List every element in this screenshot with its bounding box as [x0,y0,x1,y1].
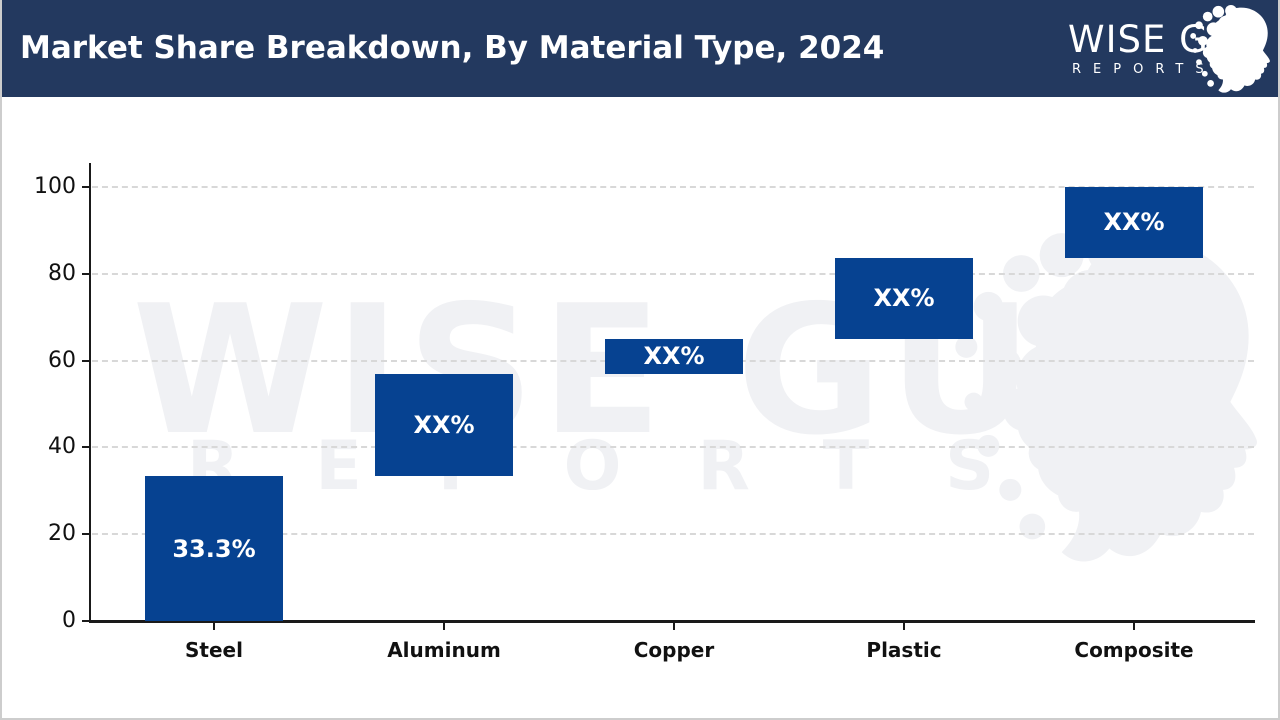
bar-value-label-composite: XX% [1103,208,1165,237]
bar-value-label-steel: 33.3% [172,534,256,563]
y-axis-line [89,163,91,623]
bar-plastic: XX% [835,257,973,339]
x-tick-label-plastic: Plastic [866,638,942,662]
gridline-20 [92,533,1254,536]
y-tick-label-100: 100 [34,174,76,199]
watermark-reports-text: REPORTS [187,427,1071,506]
gridline-40 [92,446,1254,449]
bar-value-label-copper: XX% [643,342,705,371]
page-title: Market Share Breakdown, By Material Type… [20,30,885,66]
y-tick-mark-40 [82,446,90,449]
x-tick-label-aluminum: Aluminum [387,638,501,662]
header-bar: Market Share Breakdown, By Material Type… [2,0,1278,97]
y-tick-mark-20 [82,533,90,536]
y-tick-label-40: 40 [48,434,76,460]
x-axis-line [89,620,1255,623]
x-tick-label-steel: Steel [185,638,243,662]
x-tick-mark-copper [673,622,675,630]
x-tick-mark-plastic [903,622,905,630]
bar-steel: 33.3% [145,476,283,621]
y-tick-label-60: 60 [48,347,76,373]
gridline-80 [92,272,1254,275]
x-tick-mark-steel [213,622,215,630]
x-tick-mark-aluminum [443,622,445,630]
y-tick-mark-0 [82,620,90,622]
bar-aluminum: XX% [375,374,513,477]
wise-guy-logo: WISE GUY REPORTS [1026,0,1276,97]
bar-value-label-plastic: XX% [873,284,935,313]
bar-composite: XX% [1065,187,1203,258]
y-tick-mark-100 [82,186,90,188]
y-tick-mark-60 [82,359,90,362]
y-tick-label-20: 20 [48,521,76,547]
bar-value-label-aluminum: XX% [413,411,475,440]
y-tick-label-80: 80 [48,260,76,286]
y-tick-label-0: 0 [62,608,76,633]
x-tick-label-composite: Composite [1074,638,1194,662]
y-tick-mark-80 [82,272,90,275]
bar-copper: XX% [605,338,743,375]
x-tick-label-copper: Copper [633,638,715,662]
logo-reports-text: REPORTS [1072,62,1216,77]
gridline-100 [92,186,1254,188]
x-tick-mark-composite [1133,622,1135,630]
